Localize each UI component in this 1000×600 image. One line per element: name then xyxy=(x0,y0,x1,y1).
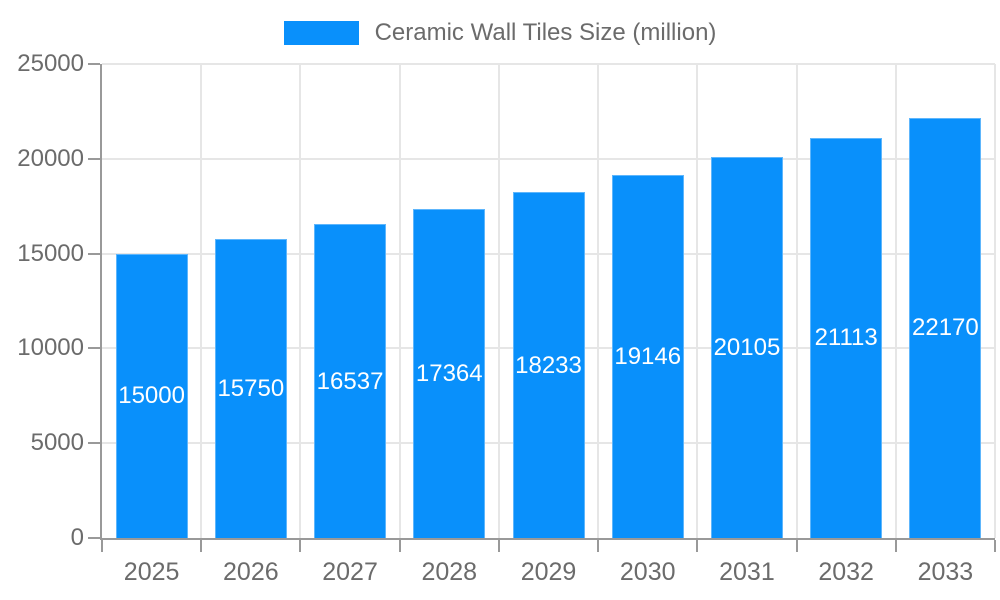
y-tick-label: 5000 xyxy=(30,429,84,457)
gridline-vertical xyxy=(795,64,798,538)
bar-value-label: 15750 xyxy=(217,375,285,403)
y-axis-tick xyxy=(88,442,100,445)
x-axis-tick xyxy=(994,540,996,552)
gridline-vertical xyxy=(696,64,699,538)
bar: 15750 xyxy=(214,239,287,538)
legend[interactable]: Ceramic Wall Tiles Size (million) xyxy=(0,18,1000,48)
gridline-horizontal xyxy=(102,63,995,65)
bar: 20105 xyxy=(710,156,783,538)
x-axis-tick xyxy=(894,540,897,552)
gridline-vertical xyxy=(200,64,203,538)
x-axis-tick xyxy=(795,540,798,552)
bar-value-label: 16537 xyxy=(316,367,384,395)
bar-value-label: 22170 xyxy=(912,314,979,342)
gridline-vertical xyxy=(398,64,401,538)
bar-value-label: 17364 xyxy=(415,359,483,387)
y-tick-label: 10000 xyxy=(17,334,84,362)
y-axis-tick xyxy=(88,537,100,539)
gridline-vertical xyxy=(894,64,897,538)
bar: 21113 xyxy=(810,137,883,538)
gridline-vertical xyxy=(497,64,500,538)
x-axis-tick xyxy=(398,540,401,552)
bar-value-label: 19146 xyxy=(614,343,682,370)
bar: 16537 xyxy=(314,224,387,538)
bar: 22170 xyxy=(909,117,982,538)
x-tick-label: 2025 xyxy=(123,558,180,586)
x-tick-label: 2029 xyxy=(520,558,577,586)
y-tick-label: 15000 xyxy=(17,239,84,267)
bar: 17364 xyxy=(413,208,486,538)
legend-label: Ceramic Wall Tiles Size (million) xyxy=(374,19,717,46)
bar: 15000 xyxy=(115,253,188,538)
x-tick-label: 2026 xyxy=(223,558,279,586)
y-tick-label: 25000 xyxy=(17,50,84,77)
x-tick-label: 2031 xyxy=(719,558,775,586)
bar: 19146 xyxy=(611,175,684,538)
x-axis-tick xyxy=(101,540,103,552)
bar-value-label: 18233 xyxy=(515,351,582,379)
x-tick-label: 2033 xyxy=(917,558,974,586)
gridline-horizontal xyxy=(102,157,995,160)
x-tick-label: 2032 xyxy=(818,558,874,586)
x-axis-tick xyxy=(597,540,600,552)
gridline-vertical xyxy=(994,64,996,538)
y-axis-tick xyxy=(88,347,100,350)
bar: 18233 xyxy=(512,192,585,538)
x-axis-tick xyxy=(497,540,500,552)
x-axis-tick xyxy=(696,540,699,552)
y-tick-label: 0 xyxy=(70,524,84,551)
y-axis-tick xyxy=(88,252,100,255)
x-axis-tick xyxy=(299,540,302,552)
x-tick-label: 2027 xyxy=(322,558,378,586)
legend-swatch-icon xyxy=(283,21,359,45)
y-tick-label: 20000 xyxy=(17,144,84,172)
y-axis-tick xyxy=(88,157,100,160)
x-tick-label: 2028 xyxy=(421,558,478,586)
plot-area: 0 5000 10000 15000 20000 25000 15000 15750 16537… xyxy=(17,50,996,586)
gridline-vertical xyxy=(597,64,600,538)
x-tick-label: 2030 xyxy=(619,558,676,586)
x-axis-tick xyxy=(200,540,203,552)
y-axis-tick xyxy=(88,63,100,65)
gridline-vertical xyxy=(299,64,302,538)
bar-value-label: 21113 xyxy=(814,324,878,352)
bar-value-label: 15000 xyxy=(118,382,185,410)
bar-value-label: 20105 xyxy=(713,333,781,361)
